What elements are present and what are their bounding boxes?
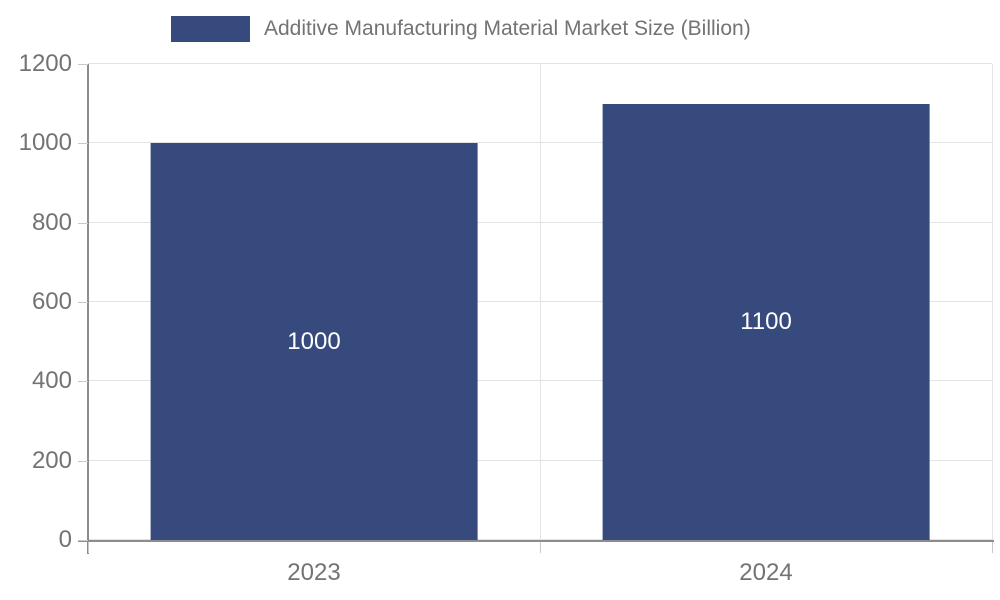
y-tick-label-200: 200: [31, 446, 72, 474]
y-tick-label-1200: 1200: [18, 50, 72, 77]
y-tickmark-400: [78, 381, 88, 383]
y-tick-label-1000: 1000: [18, 129, 72, 157]
gridline-x-1: [540, 64, 541, 540]
y-axis-line: [87, 64, 89, 554]
legend-swatch: [171, 16, 250, 42]
legend-label: Additive Manufacturing Material Market S…: [264, 17, 751, 40]
plot-area: 1000 1100: [88, 63, 993, 540]
y-axis-labels: 0 200 400 600 800 1000 1200: [0, 52, 72, 552]
gridline-x-2: [992, 64, 993, 540]
y-tick-label-0: 0: [58, 526, 72, 553]
bar-2023: 1000: [150, 143, 478, 540]
x-axis-line: [78, 540, 994, 542]
y-tickmark-600: [78, 302, 88, 303]
y-tick-label-400: 400: [31, 367, 72, 395]
y-tickmark-0: [78, 540, 88, 541]
x-tickmark-2: [992, 542, 993, 553]
y-tickmark-1200: [78, 64, 88, 65]
x-axis-labels: 2023 2024: [88, 561, 992, 591]
gridline-y-1200: [88, 63, 992, 64]
y-tickmark-1000: [78, 143, 88, 145]
x-tick-label-2024: 2024: [739, 559, 793, 586]
legend: Additive Manufacturing Material Market S…: [171, 16, 751, 42]
y-tickmark-800: [78, 222, 88, 224]
y-tickmark-200: [78, 460, 88, 462]
x-tickmark-1: [540, 542, 541, 553]
bar-value-label-2024: 1100: [740, 307, 792, 335]
y-tick-label-800: 800: [31, 208, 72, 236]
y-tick-label-600: 600: [31, 288, 72, 315]
x-tickmark-0: [88, 542, 89, 553]
x-tick-label-2023: 2023: [287, 559, 341, 586]
bar-2024: 1100: [602, 103, 930, 540]
bar-value-label-2023: 1000: [287, 327, 341, 355]
